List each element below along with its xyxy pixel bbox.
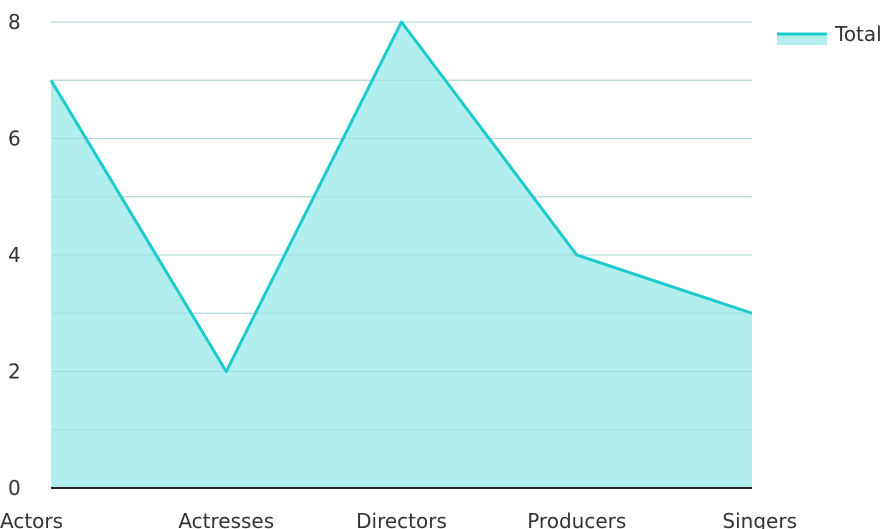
x-tick-label: Actresses [178,509,274,529]
x-tick-label: Directors [356,509,447,529]
y-tick-label: 2 [8,360,21,384]
x-tick-label: Singers [722,509,797,529]
plot-area [49,20,753,488]
y-tick-label: 6 [8,127,21,151]
legend-swatch-fill [777,33,827,45]
x-axis-ticks: Actors Actresses Directors Producers Singers [0,509,797,529]
y-tick-label: 0 [8,476,21,500]
legend-label-total: Total [834,22,882,46]
legend[interactable]: Total [777,22,882,46]
y-tick-label: 4 [8,243,21,267]
x-tick-label: Producers [527,509,626,529]
y-axis-ticks: 0 2 4 6 8 [8,10,21,500]
series-line-total [49,20,753,373]
x-tick-label: Actors [0,509,63,529]
y-tick-label: 8 [8,10,21,34]
